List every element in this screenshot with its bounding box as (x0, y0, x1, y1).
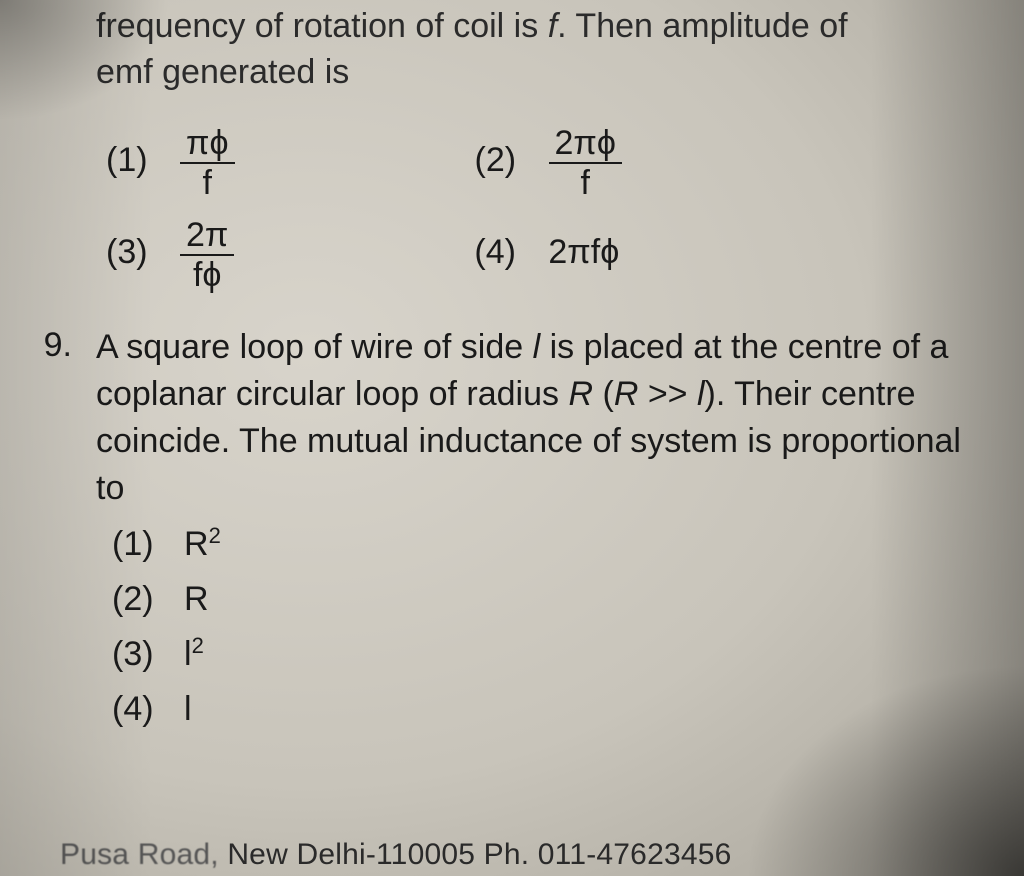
q9-t-v5: l (697, 375, 705, 413)
option-number: (2) (475, 141, 533, 180)
option-number: (1) (106, 141, 164, 180)
q8-line1-var: f (548, 7, 557, 45)
q9-option-4: (4) l (112, 690, 976, 729)
page-content: frequency of rotation of coil is f. Then… (96, 4, 994, 745)
q9-options: (1) R2 (2) R (3) l2 (4) l (112, 525, 976, 729)
fraction-denominator: f (197, 164, 218, 200)
q8-option-3: (3) 2π fϕ (106, 216, 234, 290)
fraction-numerator: πϕ (180, 126, 235, 164)
q9-t-p3: ( (593, 375, 614, 413)
option-number: (4) (112, 690, 170, 729)
expression: 2πfϕ (548, 233, 619, 272)
option-expr: l2 (184, 635, 204, 674)
q9-t-p4: >> (638, 375, 697, 413)
option-base: R (184, 525, 209, 563)
q8-options-row-2: (3) 2π fϕ (4) 2πfϕ (106, 216, 994, 290)
fraction-denominator: fϕ (187, 256, 228, 292)
option-sup: 2 (209, 523, 221, 548)
q9-number: 9. (24, 324, 72, 746)
q9-t-v3: R (614, 375, 639, 413)
fraction-numerator: 2πϕ (549, 126, 622, 164)
option-number: (2) (112, 580, 170, 619)
q8-option-1: (1) πϕ f (106, 124, 235, 198)
q8-line1-suffix: . Then amplitude of (557, 7, 847, 45)
footer-faint: Pusa Road, (60, 838, 219, 871)
q9-t-p1: A square loop of wire of side (96, 328, 533, 366)
option-number: (1) (112, 525, 170, 564)
q9-text: A square loop of wire of side l is place… (96, 324, 976, 512)
option-sup: 2 (192, 633, 204, 658)
fraction: πϕ f (180, 126, 235, 200)
q8-option-2: (2) 2πϕ f (475, 124, 622, 198)
q9-body: A square loop of wire of side l is place… (96, 324, 976, 746)
fraction: 2πϕ f (549, 126, 622, 200)
q8-options-row-1: (1) πϕ f (2) 2πϕ f (106, 124, 994, 198)
q9-option-2: (2) R (112, 580, 976, 619)
scanned-page: frequency of rotation of coil is f. Then… (0, 0, 1024, 876)
fraction: 2π fϕ (180, 218, 234, 292)
q9-option-3: (3) l2 (112, 635, 976, 674)
option-number: (4) (474, 233, 532, 272)
fraction-numerator: 2π (180, 218, 234, 256)
option-expr: l (184, 690, 192, 729)
option-base: R (184, 580, 209, 618)
footer-main: New Delhi-110005 Ph. 011-47623456 (219, 838, 732, 871)
option-number: (3) (106, 233, 164, 272)
option-base: l (184, 690, 192, 728)
option-base: l (184, 635, 192, 673)
q8-option-4: (4) 2πfϕ (474, 233, 619, 272)
expression-text: 2πfϕ (548, 233, 619, 271)
fraction-denominator: f (574, 164, 595, 200)
q8-line2: emf generated is (96, 53, 349, 91)
option-expr: R2 (184, 525, 221, 564)
q8-stem-partial: frequency of rotation of coil is f. Then… (96, 4, 994, 96)
option-expr: R (184, 580, 209, 619)
option-number: (3) (112, 635, 170, 674)
q9-t-v2: R (568, 375, 593, 413)
q9-option-1: (1) R2 (112, 525, 976, 564)
q9: 9. A square loop of wire of side l is pl… (96, 324, 994, 746)
page-footer: Pusa Road, New Delhi-110005 Ph. 011-4762… (60, 838, 732, 872)
q8-line1-prefix: frequency of rotation of coil is (96, 7, 548, 45)
